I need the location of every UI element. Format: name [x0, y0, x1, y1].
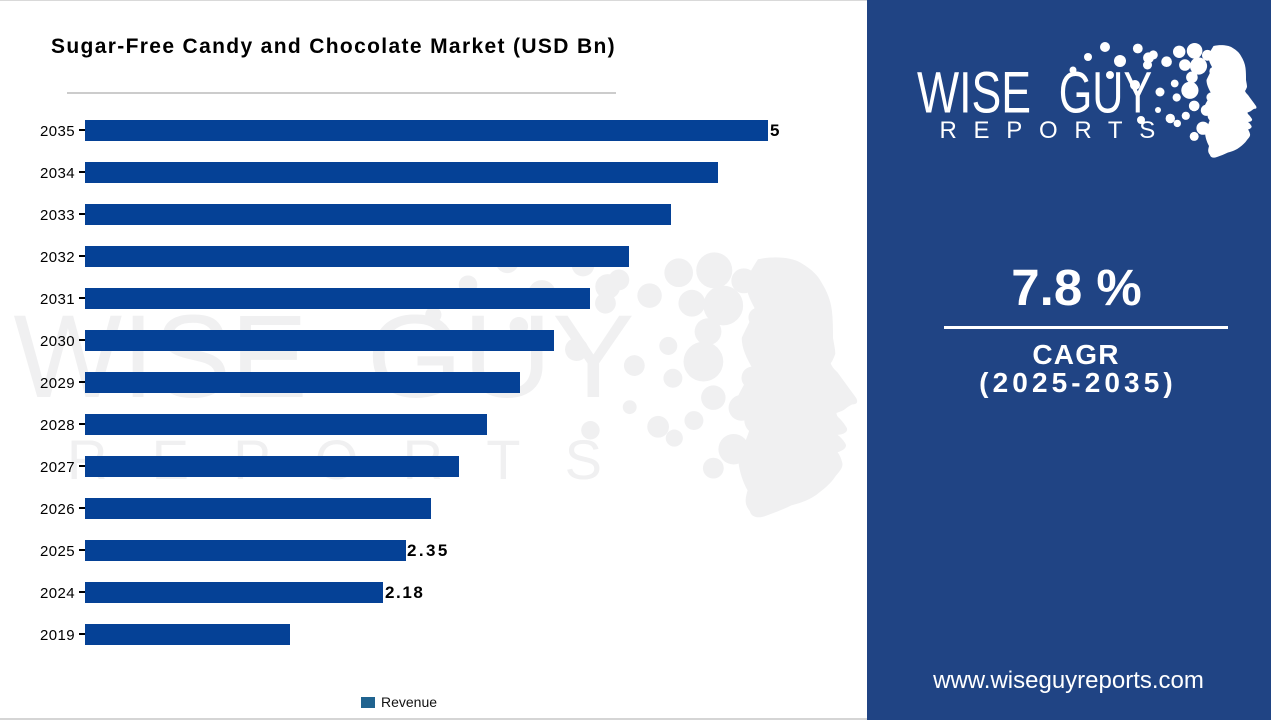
svg-text:WISE: WISE — [14, 291, 308, 423]
svg-text:GUY: GUY — [367, 291, 635, 423]
svg-text:REPORTS: REPORTS — [940, 117, 1156, 144]
svg-text:WISE: WISE — [917, 60, 1031, 125]
